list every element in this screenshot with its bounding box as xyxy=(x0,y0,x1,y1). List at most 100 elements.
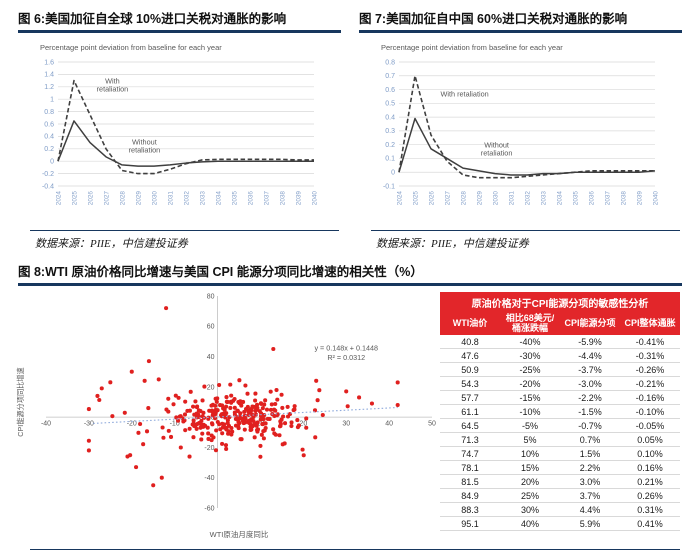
figure-6-source-rule xyxy=(30,229,339,231)
table-cell: 2.2% xyxy=(560,460,620,476)
svg-text:2025: 2025 xyxy=(71,190,78,205)
table-row: 81.5 20% 3.0% 0.21% xyxy=(440,474,680,490)
svg-text:20: 20 xyxy=(207,384,215,391)
svg-text:1.6: 1.6 xyxy=(44,59,54,66)
svg-text:-60: -60 xyxy=(204,505,214,512)
table-row: 84.9 25% 3.7% 0.26% xyxy=(440,488,680,504)
table-cell: 61.1 xyxy=(440,404,500,420)
svg-text:2038: 2038 xyxy=(620,190,627,205)
svg-text:60: 60 xyxy=(207,323,215,330)
table-row: 40.8 -40% -5.9% -0.41% xyxy=(440,335,680,350)
table-cell: -2.2% xyxy=(560,390,620,406)
table-row: 54.3 -20% -3.0% -0.21% xyxy=(440,376,680,392)
sensitivity-table-columns: WTI油价 相比68美元/桶涨跌幅 CPI能源分项 CPI整体通胀 xyxy=(440,311,680,336)
figure-6-source: 数据来源：PIIE，中信建投证券 xyxy=(35,238,188,250)
table-cell: 5% xyxy=(500,432,560,448)
svg-text:2025: 2025 xyxy=(412,190,419,205)
figure-7-chart-subtitle: Percentage point deviation from baseline… xyxy=(381,42,563,52)
trendline xyxy=(93,406,398,424)
svg-text:0.3: 0.3 xyxy=(385,128,395,135)
svg-text:2024: 2024 xyxy=(55,190,62,205)
scatter-points xyxy=(86,305,400,487)
svg-text:2026: 2026 xyxy=(87,190,94,205)
svg-text:-0.4: -0.4 xyxy=(42,183,54,190)
svg-text:2037: 2037 xyxy=(263,190,270,205)
table-cell: 5.9% xyxy=(560,516,620,532)
table-cell: -5% xyxy=(500,418,560,434)
table-row: 50.9 -25% -3.7% -0.26% xyxy=(440,362,680,378)
table-cell: -4.4% xyxy=(560,348,620,364)
svg-text:-40: -40 xyxy=(204,475,214,482)
table-cell: 64.5 xyxy=(440,418,500,434)
figure-6-title-rule xyxy=(18,30,341,33)
table-cell: 3.0% xyxy=(560,474,620,490)
table-cell: 25% xyxy=(500,488,560,504)
table-row: 61.1 -10% -1.5% -0.10% xyxy=(440,404,680,420)
svg-text:-10: -10 xyxy=(170,420,180,427)
table-cell: 84.9 xyxy=(440,488,500,504)
series-line-0 xyxy=(398,74,655,179)
svg-text:2032: 2032 xyxy=(183,190,190,205)
svg-text:-40: -40 xyxy=(41,420,51,427)
table-cell: 54.3 xyxy=(440,376,500,392)
table-cell: 71.3 xyxy=(440,432,500,448)
scatter-chart-area: 806040200-20-40-60-40-30-20-101020304050… xyxy=(0,288,440,545)
figure-7-source: 数据来源：PIIE，中信建投证券 xyxy=(376,238,529,250)
table-cell: 57.7 xyxy=(440,390,500,406)
table-cell: 88.3 xyxy=(440,502,500,518)
svg-text:-20: -20 xyxy=(204,444,214,451)
svg-text:2036: 2036 xyxy=(247,190,254,205)
svg-text:2036: 2036 xyxy=(588,190,595,205)
table-cell: 0.26% xyxy=(620,488,680,504)
table-row: 71.3 5% 0.7% 0.05% xyxy=(440,432,680,448)
svg-text:2034: 2034 xyxy=(556,190,563,205)
svg-text:2027: 2027 xyxy=(444,190,451,205)
svg-text:0: 0 xyxy=(50,158,54,165)
table-cell: -40% xyxy=(500,335,560,350)
svg-text:0.1: 0.1 xyxy=(385,155,395,162)
trendline-equation: y = 0.148x + 0.1448 R² = 0.0312 xyxy=(314,343,378,362)
svg-text:-20: -20 xyxy=(127,420,137,427)
table-cell: 15% xyxy=(500,460,560,476)
table-cell: 10% xyxy=(500,446,560,462)
svg-text:0.4: 0.4 xyxy=(44,133,54,140)
table-cell: -20% xyxy=(500,376,560,392)
table-cell: 0.7% xyxy=(560,432,620,448)
svg-text:2027: 2027 xyxy=(103,190,110,205)
svg-text:2031: 2031 xyxy=(508,190,515,205)
sensitivity-table-head: 原油价格对于CPI能源分项的敏感性分析 WTI油价 相比68美元/桶涨跌幅 CPI能… xyxy=(440,291,680,336)
table-cell: 0.41% xyxy=(620,516,680,532)
svg-text:2029: 2029 xyxy=(135,190,142,205)
svg-text:2030: 2030 xyxy=(492,190,499,205)
table-row: 74.7 10% 1.5% 0.10% xyxy=(440,446,680,462)
series-annotation: With retaliation xyxy=(440,89,488,98)
figure-7: 图 7:美国加征自中国 60%进口关税对通胀的影响 Percentage poi… xyxy=(341,0,682,251)
svg-text:40: 40 xyxy=(385,420,393,427)
svg-text:2037: 2037 xyxy=(604,190,611,205)
table-cell: 0.10% xyxy=(620,446,680,462)
svg-text:0.6: 0.6 xyxy=(44,121,54,128)
svg-text:1.4: 1.4 xyxy=(44,71,54,78)
sensitivity-table-area: 原油价格对于CPI能源分项的敏感性分析 WTI油价 相比68美元/桶涨跌幅 CPI能… xyxy=(440,291,680,532)
table-cell: -10% xyxy=(500,404,560,420)
svg-text:2029: 2029 xyxy=(476,190,483,205)
svg-text:1.2: 1.2 xyxy=(44,84,54,91)
svg-text:-0.2: -0.2 xyxy=(42,170,54,177)
series-annotation: With retaliation xyxy=(97,76,129,93)
top-figures-row: 图 6:美国加征自全球 10%进口关税对通胀的影响 Percentage poi… xyxy=(0,0,682,251)
svg-text:2038: 2038 xyxy=(279,190,286,205)
figure-8-title-rule xyxy=(18,283,682,286)
svg-text:2030: 2030 xyxy=(151,190,158,205)
figure-8-content: 806040200-20-40-60-40-30-20-101020304050… xyxy=(0,288,682,545)
svg-text:0.2: 0.2 xyxy=(385,141,395,148)
svg-text:2031: 2031 xyxy=(167,190,174,205)
table-cell: -0.10% xyxy=(620,404,680,420)
table-cell: -0.41% xyxy=(620,335,680,350)
figure-7-source-rule xyxy=(371,229,680,231)
svg-text:2033: 2033 xyxy=(540,190,547,205)
svg-text:2034: 2034 xyxy=(215,190,222,205)
wti-cpi-scatter-chart: 806040200-20-40-60-40-30-20-101020304050… xyxy=(16,293,436,539)
table-cell: -3.0% xyxy=(560,376,620,392)
